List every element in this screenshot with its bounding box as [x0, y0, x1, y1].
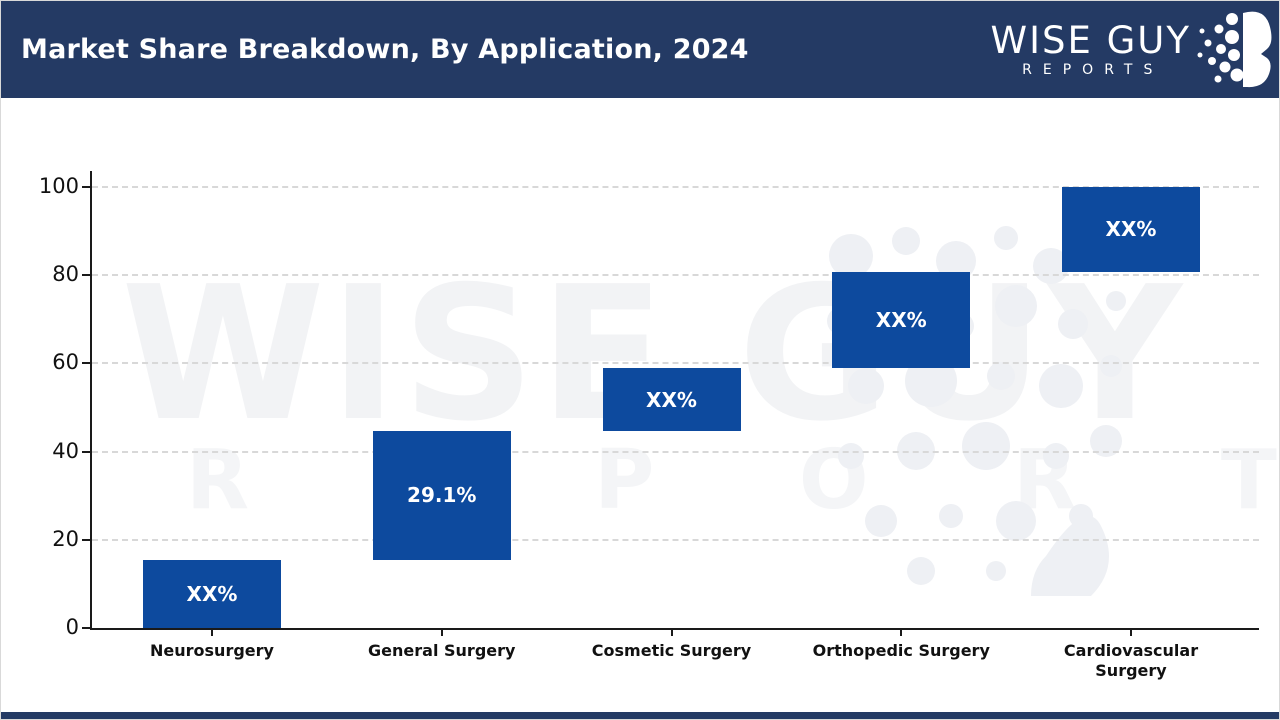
x-tick-cosmetic-surgery: [670, 630, 673, 636]
bar-cosmetic-surgery: XX%: [602, 367, 741, 432]
y-tick-label-60: 60: [52, 350, 79, 375]
y-tick-40: [82, 450, 91, 453]
x-label-neurosurgery: Neurosurgery: [150, 641, 274, 660]
x-label-orthopedic-surgery: Orthopedic Surgery: [812, 641, 990, 660]
brand-name: WISE GUY: [990, 18, 1191, 62]
bar-value-label-orthopedic-surgery: XX%: [875, 307, 927, 332]
x-tick-neurosurgery: [211, 630, 213, 636]
bar-general-surgery: 29.1%: [372, 431, 511, 560]
bar-orthopedic-surgery: XX%: [832, 271, 971, 368]
y-tick-20: [82, 538, 91, 541]
header-bar: Market Share Breakdown, By Application, …: [1, 1, 1279, 98]
y-tick-0: [82, 627, 91, 629]
bar-neurosurgery: XX%: [143, 559, 281, 628]
brand-subname: REPORTS: [1022, 61, 1164, 78]
y-tick-label-100: 100: [38, 174, 79, 198]
y-tick-60: [82, 362, 91, 365]
y-tick-label-0: 0: [65, 615, 79, 639]
gridline-y-20: [92, 538, 1259, 541]
x-tick-cardiovascular-surgery: [1130, 630, 1132, 636]
bar-value-label-neurosurgery: XX%: [186, 581, 238, 606]
gridline-y-100: [92, 186, 1259, 188]
x-label-general-surgery: General Surgery: [368, 641, 516, 660]
y-tick-80: [82, 274, 91, 277]
brand-face-icon: [1197, 11, 1272, 88]
x-tick-general-surgery: [440, 630, 443, 636]
y-tick-label-20: 20: [52, 526, 79, 551]
x-label-cosmetic-surgery: Cosmetic Surgery: [591, 641, 752, 660]
x-label-cardiovascular-surgery: Cardiovascular Surgery: [1063, 641, 1199, 680]
gridline-y-60: [92, 362, 1259, 365]
bar-value-label-general-surgery: 29.1%: [407, 483, 477, 508]
chart-title: Market Share Breakdown, By Application, …: [21, 34, 749, 65]
gridline-y-40: [92, 450, 1259, 453]
brand-logo: WISE GUY REPORTS: [991, 1, 1191, 98]
bar-cardiovascular-surgery: XX%: [1062, 187, 1200, 272]
x-axis-line: [90, 628, 1259, 630]
y-axis-line: [90, 171, 92, 629]
y-tick-100: [82, 186, 91, 188]
brand-logo-text: WISE GUY REPORTS: [991, 22, 1191, 78]
y-tick-label-40: 40: [52, 438, 79, 463]
gridline-y-80: [92, 274, 1259, 277]
bar-value-label-cosmetic-surgery: XX%: [646, 387, 697, 412]
bar-value-label-cardiovascular-surgery: XX%: [1105, 217, 1157, 242]
x-tick-orthopedic-surgery: [900, 630, 903, 636]
footer-bar: [1, 712, 1279, 719]
y-tick-label-80: 80: [52, 262, 79, 287]
